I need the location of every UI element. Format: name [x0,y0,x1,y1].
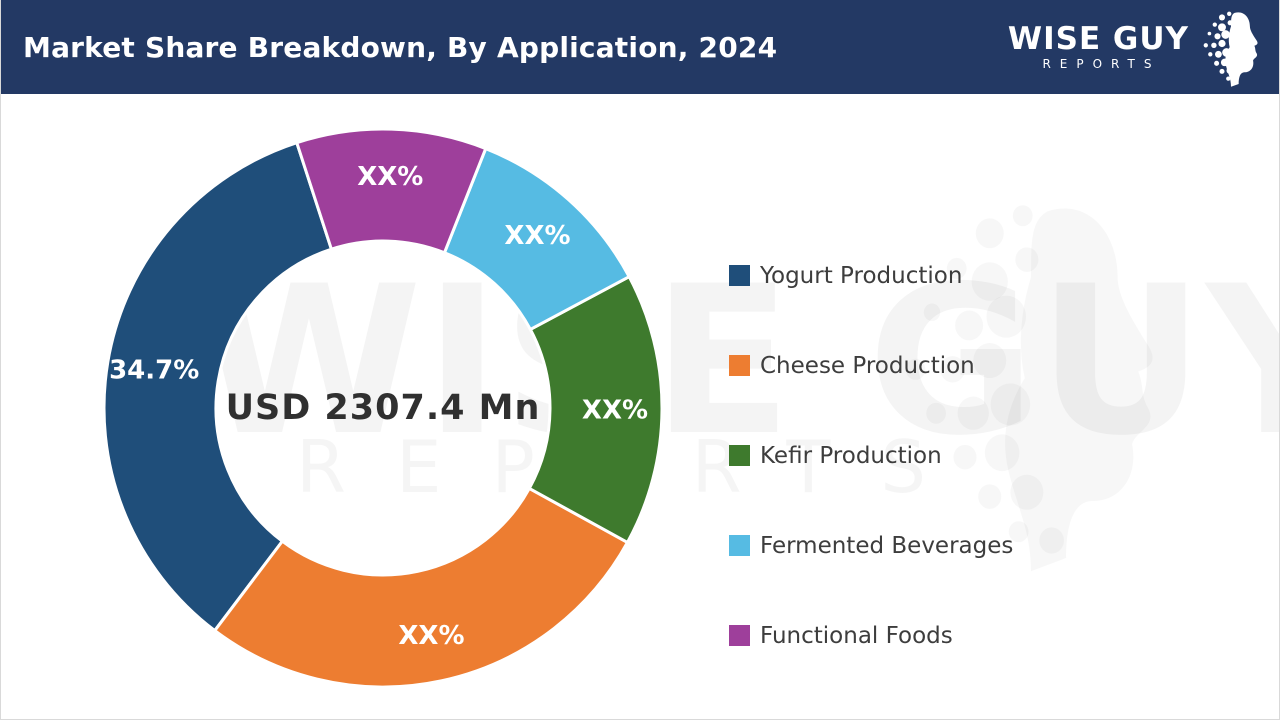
legend-label-fermented-beverages: Fermented Beverages [760,532,1014,559]
legend-label-cheese-production: Cheese Production [760,352,975,379]
legend-item-cheese-production: Cheese Production [729,352,1013,379]
legend-item-kefir-production: Kefir Production [729,442,1013,469]
donut-slice-kefir-production [527,275,664,544]
logo-face-icon [1203,11,1258,87]
legend-swatch-fermented-beverages [729,535,750,556]
slice-value-label-fermented-beverages: XX% [504,221,570,251]
logo-wordmark: WISE GUY [1007,21,1189,57]
donut-chart: 34.7% XX% XX% XX% XX% [102,127,664,689]
legend-swatch-kefir-production [729,445,750,466]
donut-slice-fermented-beverages [442,147,631,331]
slice-value-label-cheese-production: XX% [398,621,464,651]
legend: Yogurt Production Cheese Production Kefir … [729,262,1013,712]
brand-logo-text: WISE GUY REPORTS [1008,23,1189,71]
legend-item-yogurt-production: Yogurt Production [729,262,1013,289]
legend-label-yogurt-production: Yogurt Production [760,262,963,289]
page-title: Market Share Breakdown, By Application, … [23,30,778,64]
donut-slice-cheese-production [213,486,629,689]
donut-slice-functional-foods [295,127,488,255]
legend-swatch-functional-foods [729,625,750,646]
chart-center-value: USD 2307.4 Mn [225,388,541,428]
donut-slice-yogurt-production [102,141,333,633]
legend-item-fermented-beverages: Fermented Beverages [729,532,1013,559]
legend-swatch-yogurt-production [729,265,750,286]
legend-label-functional-foods: Functional Foods [760,622,953,649]
legend-label-kefir-production: Kefir Production [760,442,942,469]
legend-item-functional-foods: Functional Foods [729,622,1013,649]
slice-value-label-kefir-production: XX% [582,395,648,425]
slice-value-label-yogurt-production: 34.7% [109,356,199,386]
header: Market Share Breakdown, By Application, … [1,0,1279,94]
logo-subtext: REPORTS [1042,57,1161,71]
legend-swatch-cheese-production [729,355,750,376]
slice-value-label-functional-foods: XX% [357,162,423,192]
brand-logo: WISE GUY REPORTS [1008,5,1267,89]
